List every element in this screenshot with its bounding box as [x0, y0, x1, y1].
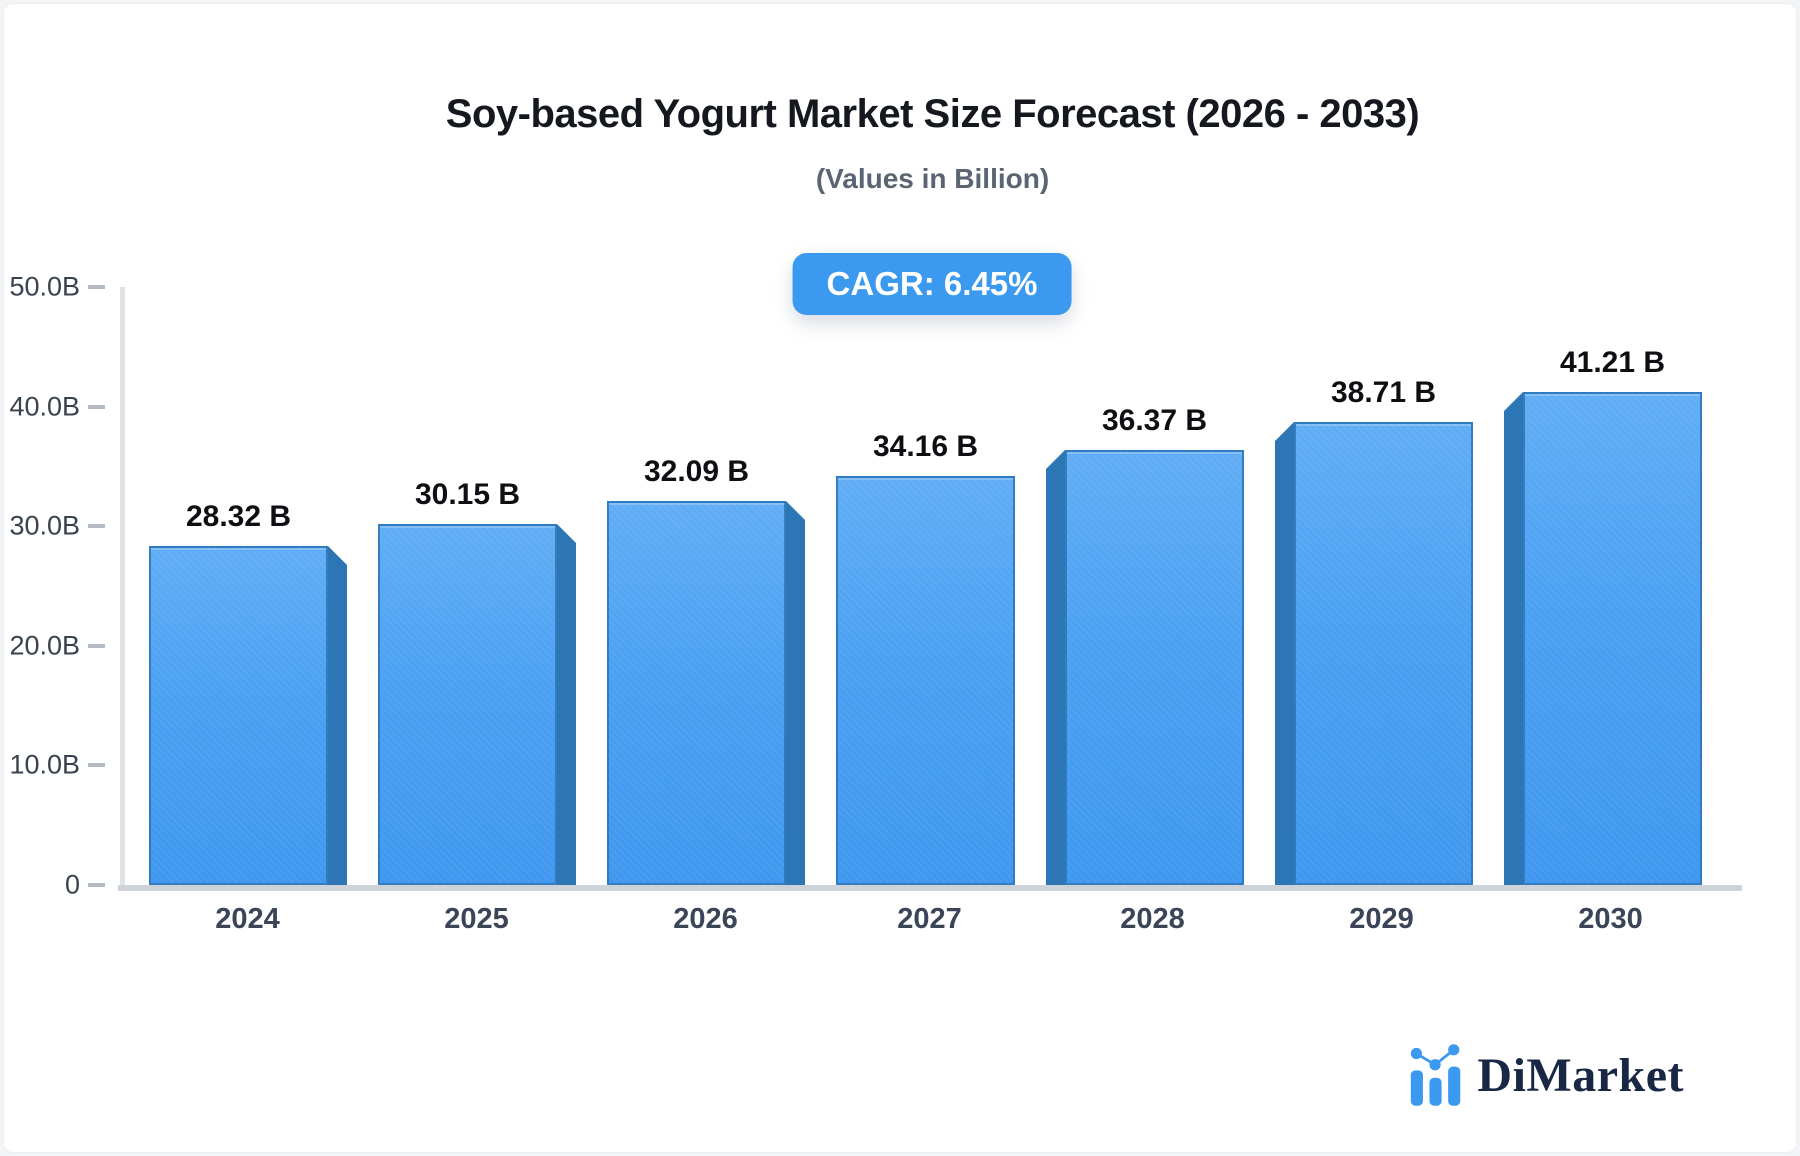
x-axis-label-2024: 2024: [215, 903, 280, 935]
bar-value-label-2025: 30.15 B: [414, 478, 521, 511]
bar-value-label-2024: 28.32 B: [185, 500, 292, 533]
bar-texture: [609, 503, 784, 883]
bar-value-label-2029: 38.71 B: [1330, 376, 1437, 409]
bar-side-face-2029: [1275, 422, 1294, 885]
bar-texture: [380, 526, 555, 883]
y-axis-label-40.0B: 40.0B: [9, 391, 80, 422]
chart-subtitle: (Values in Billion): [815, 163, 1050, 194]
bar-value-label-2026: 32.09 B: [643, 455, 750, 488]
y-tick-0: [88, 883, 105, 887]
y-axis-label-50.0B: 50.0B: [9, 271, 80, 302]
bar-value-label-2027: 34.16 B: [872, 430, 979, 463]
x-axis-label-2029: 2029: [1349, 903, 1414, 935]
bar-side-face-2025: [557, 524, 576, 885]
chart-header: Soy-based Yogurt Market Size Forecast (2…: [120, 92, 1745, 195]
bar-2030[interactable]: [1523, 392, 1702, 885]
bar-side-face-2024: [328, 546, 347, 885]
bar-chart: 50.0B 40.0B 30.0B 20.0B 10.0B 0 28.32 B 2024 30…: [9, 272, 1745, 935]
y-tick-20.0B: [88, 643, 105, 648]
x-axis-label-2026: 2026: [673, 903, 738, 935]
brand-bar-chart-icon: [1411, 1044, 1461, 1106]
bar-value-label-2028: 36.37 B: [1101, 404, 1208, 437]
y-axis-line: [120, 287, 125, 885]
bar-2026[interactable]: [607, 501, 786, 885]
bar-2027[interactable]: [836, 476, 1015, 885]
bar-2028[interactable]: [1065, 450, 1244, 885]
bar-texture: [1067, 452, 1242, 883]
y-tick-40.0B: [88, 404, 105, 409]
x-axis-label-2025: 2025: [444, 903, 509, 935]
bar-2024[interactable]: [149, 546, 328, 885]
y-tick-30.0B: [88, 524, 105, 529]
x-axis-label-2027: 2027: [897, 903, 962, 935]
brand-logo: DiMarket: [1408, 1042, 1684, 1108]
bar-side-face-2026: [786, 501, 805, 885]
bar-texture: [151, 548, 326, 883]
bar-value-label-2030: 41.21 B: [1559, 346, 1666, 379]
x-axis-baseline: [118, 885, 1742, 891]
bar-side-face-2030: [1504, 392, 1523, 885]
y-tick-10.0B: [88, 763, 105, 768]
y-axis-label-10.0B: 10.0B: [9, 749, 80, 780]
bar-texture: [1296, 424, 1471, 883]
bar-2029[interactable]: [1294, 422, 1473, 885]
cagr-badge: CAGR: 6.45%: [792, 253, 1072, 315]
y-axis-label-30.0B: 30.0B: [9, 510, 80, 541]
chart-title: Soy-based Yogurt Market Size Forecast (2…: [445, 92, 1420, 136]
bar-2025[interactable]: [378, 524, 557, 885]
y-axis-label-20.0B: 20.0B: [9, 630, 80, 661]
x-axis-label-2030: 2030: [1578, 903, 1643, 935]
x-axis-label-2028: 2028: [1120, 903, 1185, 935]
bar-texture: [838, 478, 1013, 883]
brand-name: DiMarket: [1477, 1048, 1684, 1102]
bar-side-face-2028: [1046, 450, 1065, 885]
bar-texture: [1525, 394, 1700, 883]
y-axis-label-0: 0: [64, 869, 80, 900]
y-tick-50.0B: [88, 285, 105, 289]
